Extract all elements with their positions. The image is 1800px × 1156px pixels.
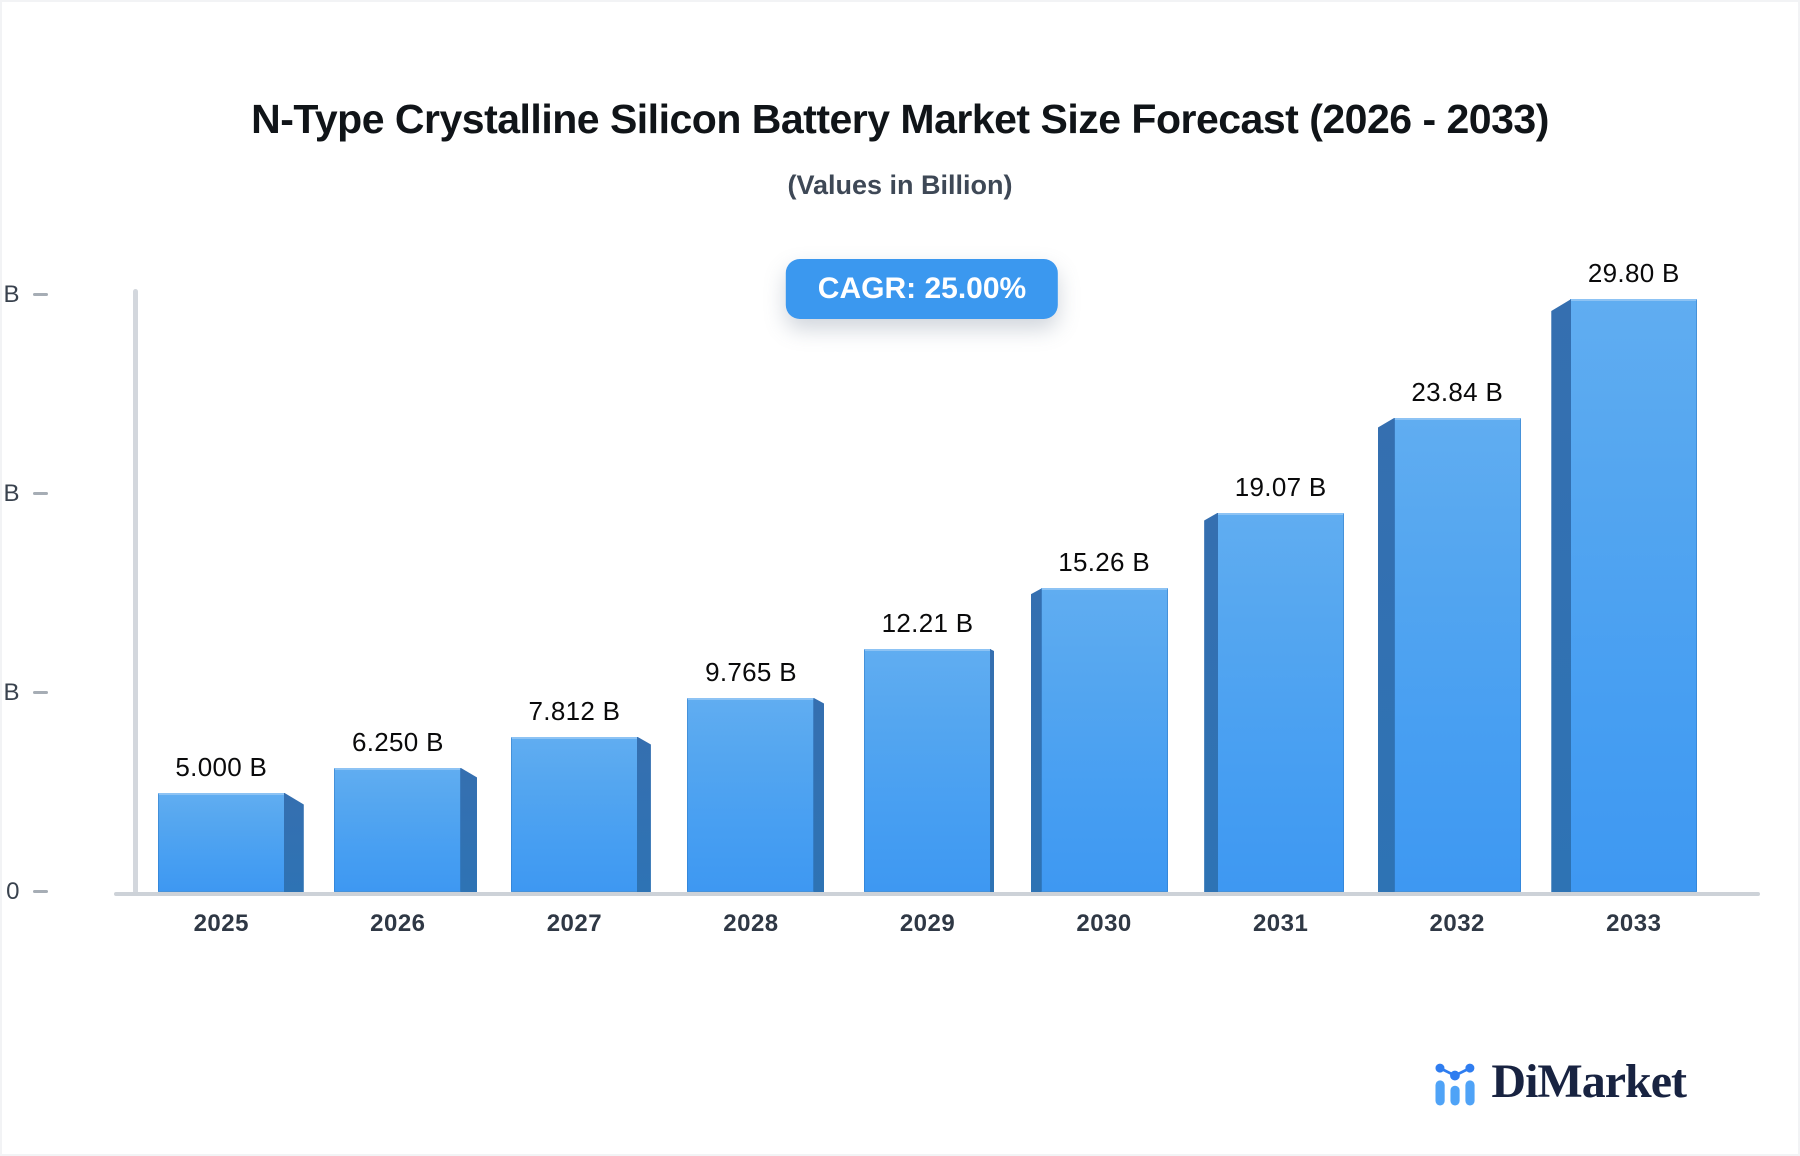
bar-value-label: 5.000 B	[175, 751, 268, 782]
cagr-badge: CAGR: 25.00%	[785, 259, 1059, 319]
bar-2025: 5.000 B	[157, 752, 304, 892]
bar-face	[334, 767, 462, 892]
bar-side-face	[813, 697, 825, 892]
bar-face	[687, 697, 815, 892]
bar-series: 5.000 B 6.250 B 7.812 B 9.765 B 12.21 B 15.26…	[133, 258, 1723, 892]
brand-logo: DiMarket	[1434, 1055, 1687, 1108]
bar-slot-2025: 5.000 B	[133, 752, 310, 892]
bar-face	[157, 792, 285, 892]
bar-2027: 7.812 B	[510, 696, 651, 892]
x-axis-label-2033: 2033	[1606, 910, 1662, 937]
chart-subtitle: (Values in Billion)	[787, 170, 1013, 200]
y-tick-mark	[33, 691, 48, 694]
plot-area: 0 10.0B 20.0B 30.0B 5.000 B 6.250 B 7.812 B 9.…	[2, 258, 1760, 937]
y-tick-mark	[33, 293, 48, 296]
bar-face	[510, 736, 638, 892]
bar-2031: 19.07 B	[1204, 472, 1345, 892]
x-axis-labels: 2025 2026 2027 2028 2029 2030 2031 2032 2033	[133, 910, 1722, 938]
bar-value-label: 6.250 B	[351, 726, 444, 757]
x-axis-label-2027: 2027	[546, 910, 603, 937]
x-axis-label-2029: 2029	[899, 910, 956, 937]
bar-value-label: 9.765 B	[705, 656, 797, 687]
bar-2030: 15.26 B	[1030, 547, 1168, 892]
x-axis-label-2030: 2030	[1076, 910, 1132, 937]
x-axis-line	[114, 892, 1760, 896]
x-axis-label-2028: 2028	[723, 910, 779, 937]
bar-side-face	[460, 767, 478, 892]
bar-2033: 29.80 B	[1551, 258, 1698, 892]
chart-title: N-Type Crystalline Silicon Battery Marke…	[251, 96, 1549, 142]
brand-wordmark: DiMarket	[1491, 1055, 1687, 1108]
bar-slot-2026: 6.250 B	[310, 727, 487, 892]
y-tick-label: 30.0B	[2, 281, 20, 308]
bar-side-face	[1030, 588, 1042, 892]
bar-side-face	[1551, 298, 1572, 892]
bar-side-face	[1377, 417, 1395, 892]
bar-face	[1393, 417, 1521, 892]
y-tick-label: 0	[6, 878, 20, 905]
bar-face	[1217, 512, 1345, 892]
y-tick-mark	[33, 492, 48, 495]
bar-value-label: 29.80 B	[1587, 257, 1680, 288]
bar-2028: 9.765 B	[687, 657, 825, 892]
bar-face	[864, 649, 992, 892]
bar-line-chart-icon	[1435, 1063, 1475, 1106]
bar-slot-2029: 12.21 B	[839, 608, 1016, 892]
bar-slot-2027: 7.812 B	[486, 696, 663, 892]
bar-slot-2030: 15.26 B	[1016, 547, 1193, 892]
bar-side-face	[1204, 512, 1219, 892]
bar-face	[1040, 588, 1168, 892]
x-axis-label-2032: 2032	[1429, 910, 1485, 937]
x-axis-label-2031: 2031	[1252, 910, 1309, 937]
bar-value-label: 15.26 B	[1058, 547, 1150, 578]
y-tick-mark	[33, 890, 48, 893]
bar-value-label: 23.84 B	[1411, 376, 1504, 407]
x-axis-label-2026: 2026	[370, 910, 426, 937]
bar-side-face	[283, 792, 304, 892]
y-tick-label: 10.0B	[2, 679, 20, 706]
bar-2026: 6.250 B	[334, 727, 478, 892]
bar-2032: 23.84 B	[1377, 377, 1521, 892]
bar-value-label: 7.812 B	[528, 695, 621, 726]
bar-slot-2033: 29.80 B	[1546, 258, 1723, 892]
bar-value-label: 12.21 B	[881, 608, 974, 639]
bar-slot-2031: 19.07 B	[1192, 472, 1369, 892]
x-axis-label-2025: 2025	[193, 910, 249, 937]
bar-face	[1570, 298, 1698, 892]
y-tick-label: 20.0B	[2, 480, 20, 507]
bar-side-face	[990, 649, 995, 892]
y-axis-line	[133, 289, 138, 894]
bar-slot-2032: 23.84 B	[1369, 377, 1546, 892]
bar-value-label: 19.07 B	[1234, 471, 1327, 502]
bar-side-face	[636, 736, 651, 892]
bar-2029: 12.21 B	[864, 608, 995, 892]
bar-slot-2028: 9.765 B	[663, 657, 840, 892]
